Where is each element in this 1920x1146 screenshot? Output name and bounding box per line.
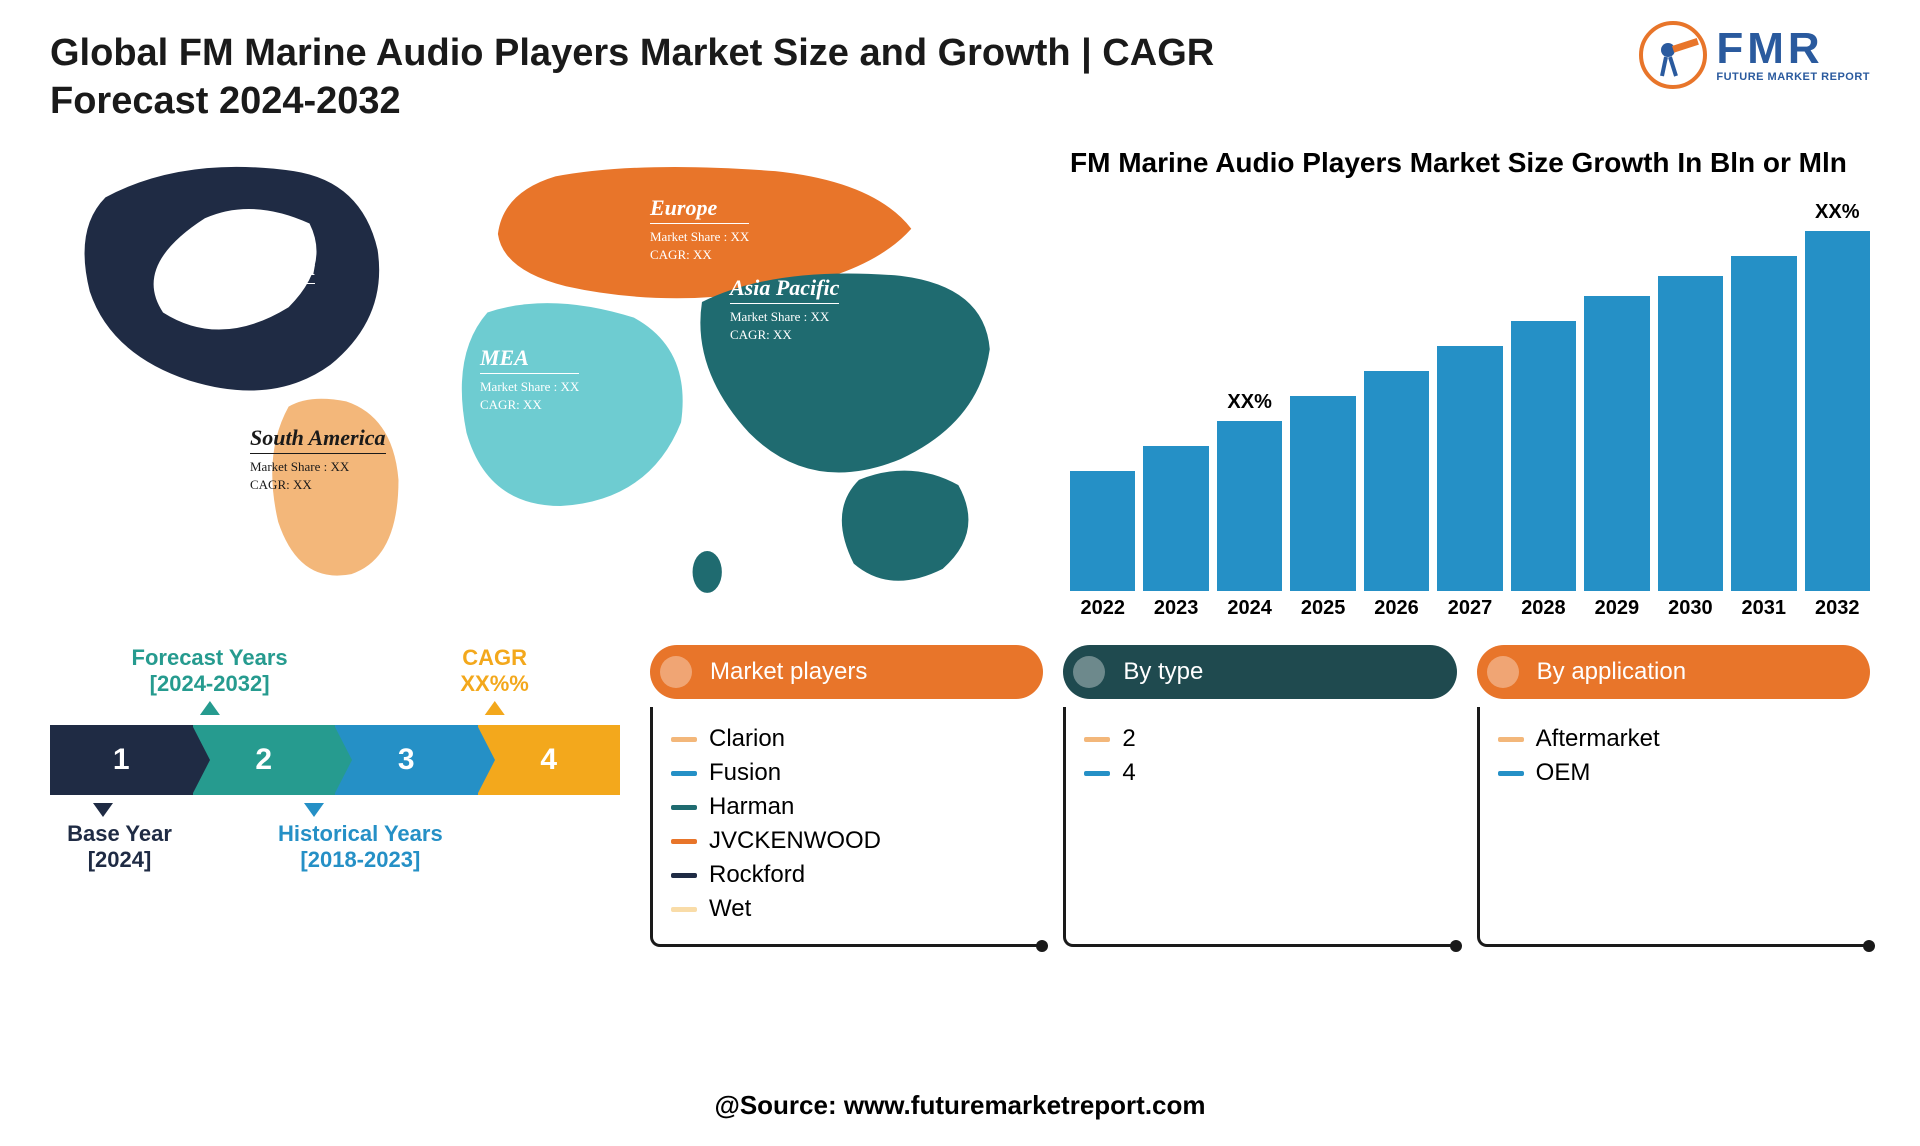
page-title: Global FM Marine Audio Players Market Si… <box>50 30 1350 125</box>
region-label-mea: MEAMarket Share : XXCAGR: XX <box>480 345 579 414</box>
region-label-ap: Asia PacificMarket Share : XXCAGR: XX <box>730 275 839 344</box>
telescope-icon <box>1638 20 1708 90</box>
timeline-label: CAGRXX%% <box>460 645 528 715</box>
category-frame: 24 <box>1063 707 1456 947</box>
growth-chart: FM Marine Audio Players Market Size Grow… <box>1070 145 1870 595</box>
category-item: OEM <box>1498 759 1858 787</box>
category-item: JVCKENWOOD <box>671 827 1031 855</box>
bar-2023: 2023 <box>1143 446 1208 620</box>
bar-2025: 2025 <box>1290 396 1355 620</box>
region-label-na: North AmericaMarket Share : XXCAGR: XX <box>180 255 315 324</box>
bar-2031: 2031 <box>1731 256 1796 620</box>
category-pill: By type <box>1063 645 1456 699</box>
bar-2026: 2026 <box>1364 371 1429 620</box>
category-item: Fusion <box>671 759 1031 787</box>
category-item: Clarion <box>671 725 1031 753</box>
world-map: North AmericaMarket Share : XXCAGR: XX So… <box>50 145 1040 595</box>
category-column: Market players Clarion Fusion Harman JVCKENW… <box>650 645 1043 947</box>
region-label-eu: EuropeMarket Share : XXCAGR: XX <box>650 195 749 264</box>
timeline-label: Base Year[2024] <box>67 803 172 873</box>
category-frame: Clarion Fusion Harman JVCKENWOOD Rockford Wet <box>650 707 1043 947</box>
region-label-sa: South AmericaMarket Share : XXCAGR: XX <box>250 425 386 494</box>
category-pill: By application <box>1477 645 1870 699</box>
logo-subtitle: FUTURE MARKET REPORT <box>1716 71 1870 83</box>
fmr-logo: FMR FUTURE MARKET REPORT <box>1638 20 1870 90</box>
bar-2032: XX%2032 <box>1805 231 1870 620</box>
timeline: Forecast Years[2024-2032] CAGRXX%% 1234 B… <box>50 645 620 893</box>
category-item: Wet <box>671 895 1031 923</box>
bar-2030: 2030 <box>1658 276 1723 620</box>
category-frame: Aftermarket OEM <box>1477 707 1870 947</box>
category-item: Aftermarket <box>1498 725 1858 753</box>
category-column: By application Aftermarket OEM <box>1477 645 1870 947</box>
logo-text: FMR <box>1716 27 1870 71</box>
category-item: 4 <box>1084 759 1444 787</box>
timeline-segment-1: 1 <box>50 725 193 795</box>
source-attribution: @Source: www.futuremarketreport.com <box>714 1090 1205 1121</box>
bar-chart-area: 20222023XX%20242025202620272028202920302… <box>1070 191 1870 620</box>
timeline-segment-3: 3 <box>335 725 478 795</box>
category-item: 2 <box>1084 725 1444 753</box>
category-column: By type24 <box>1063 645 1456 947</box>
timeline-label: Forecast Years[2024-2032] <box>132 645 288 715</box>
bar-2028: 2028 <box>1511 321 1576 620</box>
bar-2022: 2022 <box>1070 471 1135 620</box>
category-pill: Market players <box>650 645 1043 699</box>
timeline-segment-2: 2 <box>193 725 336 795</box>
bar-2024: XX%2024 <box>1217 421 1282 620</box>
bar-2029: 2029 <box>1584 296 1649 620</box>
category-item: Rockford <box>671 861 1031 889</box>
category-item: Harman <box>671 793 1031 821</box>
chart-title: FM Marine Audio Players Market Size Grow… <box>1070 145 1870 181</box>
bar-2027: 2027 <box>1437 346 1502 620</box>
timeline-segment-4: 4 <box>478 725 621 795</box>
timeline-label: Historical Years[2018-2023] <box>278 803 443 873</box>
